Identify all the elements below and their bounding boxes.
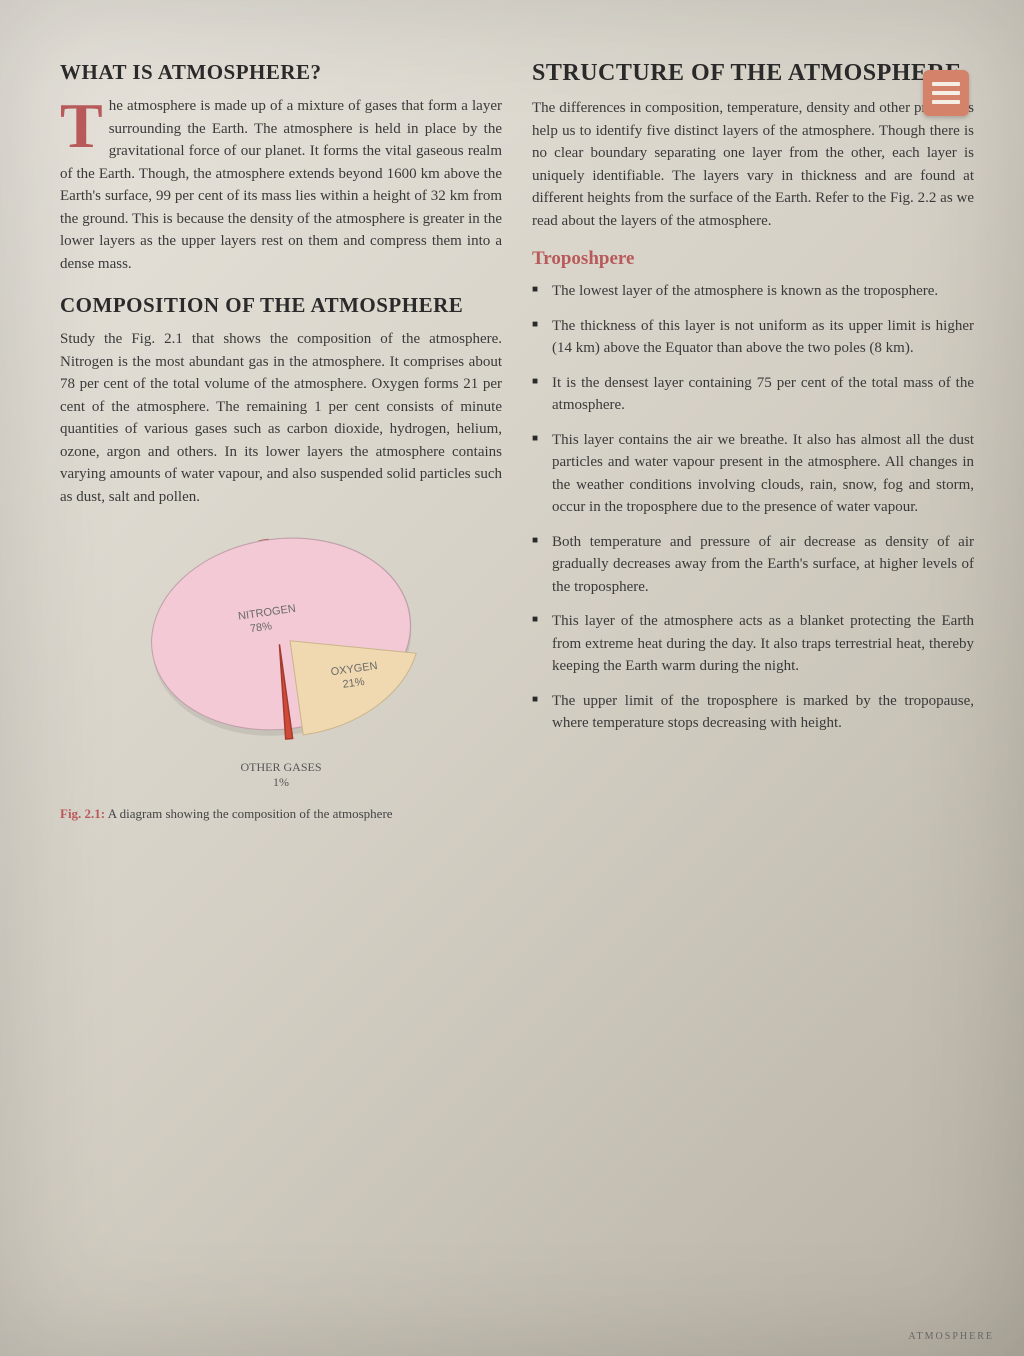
menu-icon [923, 70, 969, 116]
left-column: WHAT IS ATMOSPHERE? The atmosphere is ma… [60, 60, 502, 822]
pie-chart-svg: NITROGEN 78% OXYGEN 21% [131, 524, 431, 754]
textbook-page: WHAT IS ATMOSPHERE? The atmosphere is ma… [0, 0, 1024, 1356]
figure-number: Fig. 2.1: [60, 806, 105, 821]
page-footer-tag: ATMOSPHERE [908, 1331, 994, 1342]
pie-label-other: OTHER GASES 1% [240, 760, 321, 790]
figure-caption: Fig. 2.1: A diagram showing the composit… [60, 806, 502, 822]
para-structure-intro: The differences in composition, temperat… [532, 97, 974, 232]
heading-structure: STRUCTURE OF THE ATMOSPHERE [532, 60, 974, 87]
troposphere-bullets: The lowest layer of the atmosphere is kn… [532, 280, 974, 735]
pie-other-pct: 1% [273, 775, 289, 789]
pie-chart-figure: NITROGEN 78% OXYGEN 21% OTHER GASES 1% [60, 524, 502, 790]
pie-other-text: OTHER GASES [240, 760, 321, 774]
bullet-7: The upper limit of the troposphere is ma… [532, 690, 974, 735]
bullet-1: The lowest layer of the atmosphere is kn… [532, 280, 974, 303]
bullet-3: It is the densest layer containing 75 pe… [532, 372, 974, 417]
bullet-5: Both temperature and pressure of air dec… [532, 531, 974, 599]
para-composition: Study the Fig. 2.1 that shows the compos… [60, 328, 502, 508]
figure-caption-text: A diagram showing the composition of the… [108, 806, 393, 821]
heading-composition: COMPOSITION OF THE ATMOSPHERE [60, 293, 502, 318]
bullet-4: This layer contains the air we breathe. … [532, 429, 974, 519]
para-atmosphere-intro: The atmosphere is made up of a mixture o… [60, 95, 502, 275]
right-column: STRUCTURE OF THE ATMOSPHERE The differen… [532, 60, 974, 822]
heading-troposphere: Troposhpere [532, 248, 974, 270]
two-column-layout: WHAT IS ATMOSPHERE? The atmosphere is ma… [60, 60, 974, 822]
heading-what-is-atmosphere: WHAT IS ATMOSPHERE? [60, 60, 502, 85]
para-atmosphere-intro-text: he atmosphere is made up of a mixture of… [60, 98, 502, 272]
bullet-2: The thickness of this layer is not unifo… [532, 315, 974, 360]
bullet-6: This layer of the atmosphere acts as a b… [532, 610, 974, 678]
dropcap-t: T [60, 99, 103, 153]
